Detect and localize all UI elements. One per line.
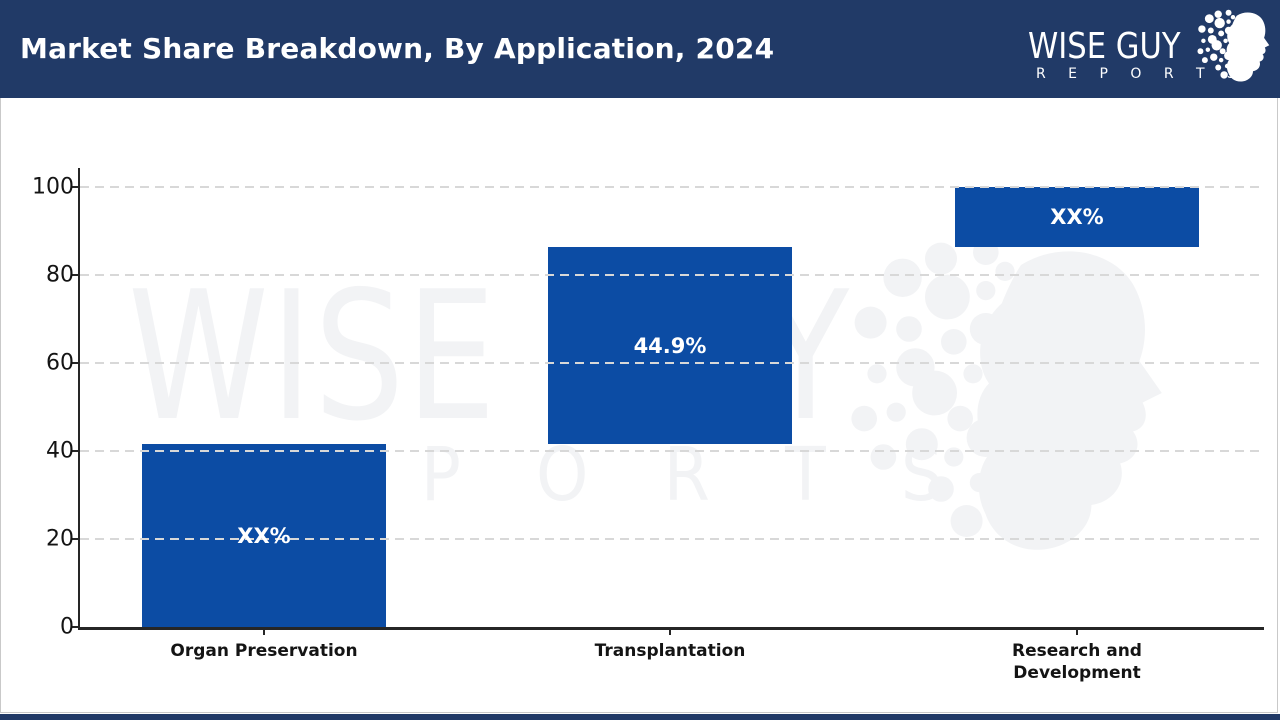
- header-bar: Market Share Breakdown, By Application, …: [0, 0, 1280, 98]
- y-tick-mark: [71, 362, 78, 364]
- gridline: [80, 362, 1262, 364]
- x-tick-mark: [1076, 627, 1078, 635]
- y-tick-mark: [71, 538, 78, 540]
- y-tick-label: 0: [60, 614, 74, 640]
- gridline: [80, 186, 1262, 188]
- y-tick-label: 80: [46, 262, 74, 288]
- bar-segment: [955, 187, 1199, 247]
- bar-value-label: 44.9%: [633, 333, 707, 358]
- x-tick-mark: [263, 627, 265, 635]
- logo-face-icon: [1197, 9, 1270, 82]
- footer-bar: [0, 714, 1280, 720]
- logo-subtext: R E P O R T S: [1036, 66, 1245, 82]
- y-tick-mark: [71, 186, 78, 188]
- gridline: [80, 538, 1262, 540]
- wise-guy-logo: WISE GUY R E P O R T S: [1026, 8, 1270, 92]
- bar-value-label: XX%: [1050, 204, 1104, 229]
- x-category-label: Research and Development: [1012, 641, 1142, 684]
- logo-wordmark: WISE GUY: [1028, 26, 1181, 67]
- y-tick-mark: [71, 626, 78, 628]
- x-category-label: Organ Preservation: [170, 641, 358, 661]
- bar-value-label: XX%: [237, 523, 291, 548]
- x-tick-mark: [669, 627, 671, 635]
- y-tick-label: 40: [46, 438, 74, 464]
- x-category-label: Transplantation: [594, 641, 746, 661]
- y-tick-label: 20: [46, 526, 74, 552]
- x-axis-line: [78, 627, 1264, 630]
- chart-title: Market Share Breakdown, By Application, …: [20, 32, 775, 65]
- gridline: [80, 274, 1262, 276]
- bar-segment: [142, 444, 386, 627]
- gridline: [80, 450, 1262, 452]
- y-axis-line: [78, 168, 80, 627]
- y-tick-mark: [71, 450, 78, 452]
- y-tick-label: 100: [32, 174, 74, 200]
- y-tick-label: 60: [46, 350, 74, 376]
- y-tick-mark: [71, 274, 78, 276]
- bar-segment: [548, 246, 792, 445]
